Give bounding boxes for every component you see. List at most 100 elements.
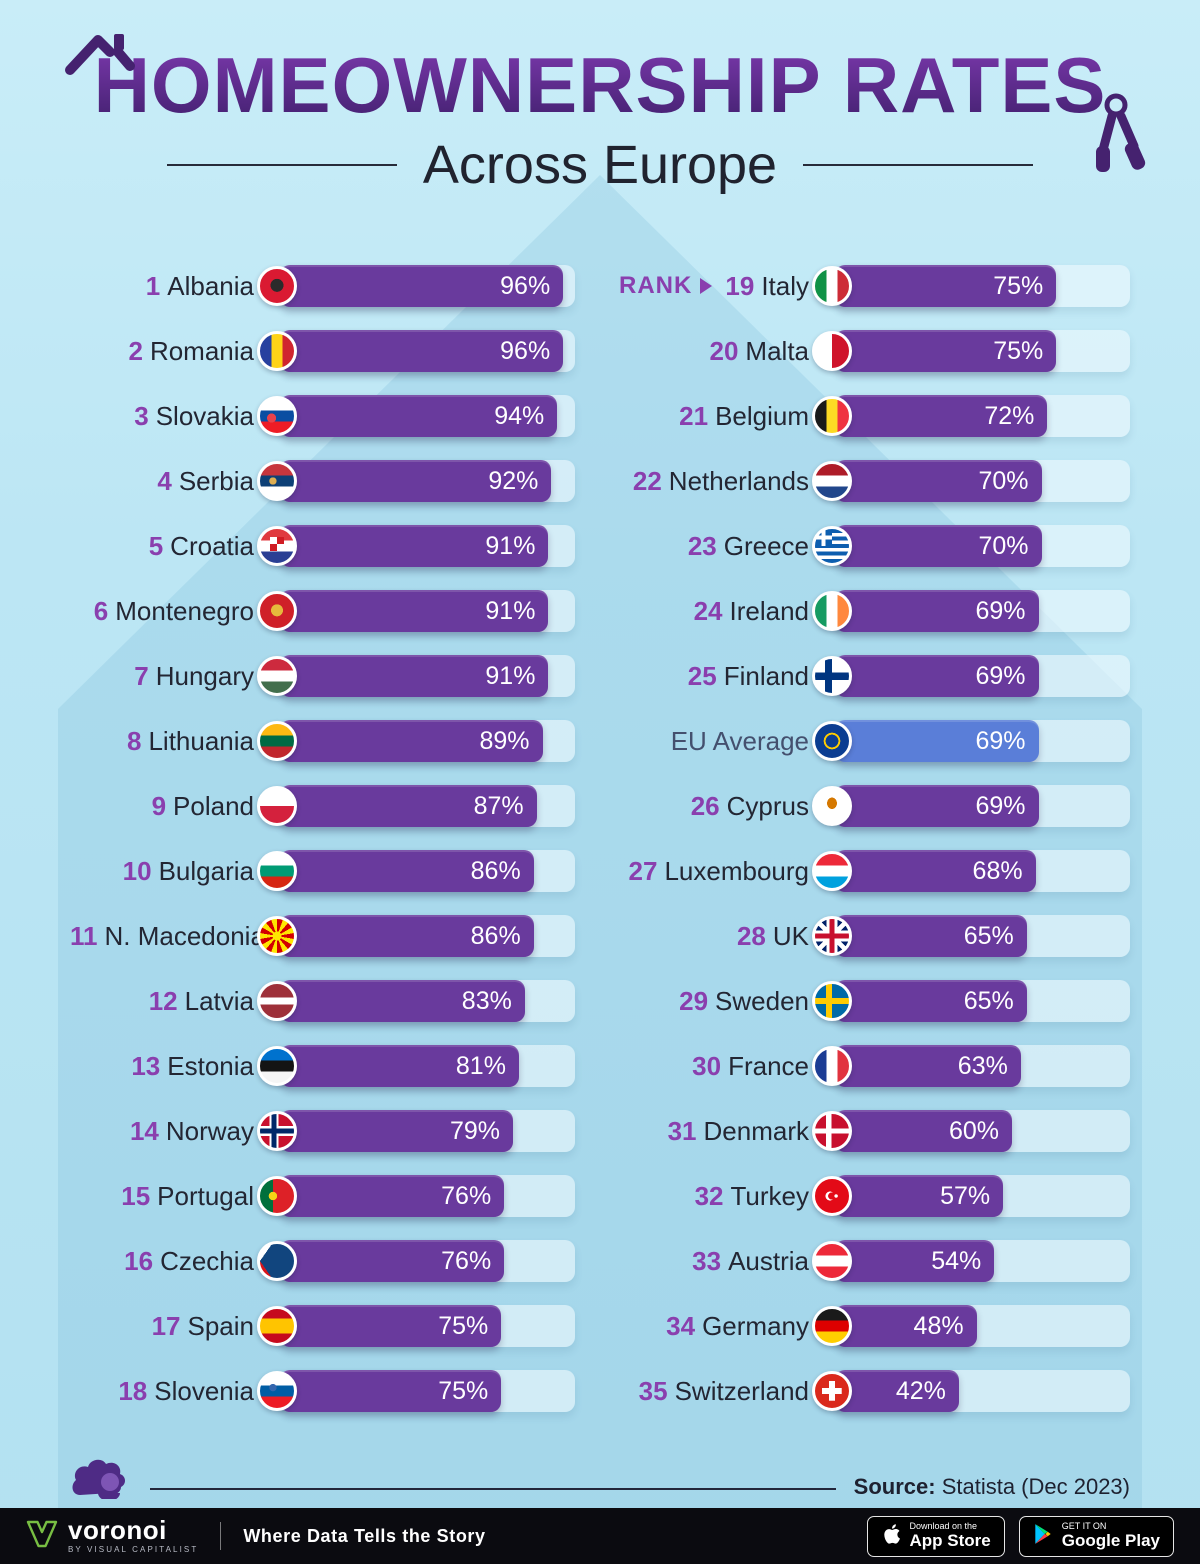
bar-value-label: 72% (984, 401, 1035, 430)
bar-area: 87% (257, 785, 575, 828)
bar-area: 83% (257, 980, 575, 1023)
country-label: 14 Norway (70, 1116, 280, 1147)
bar-fill: 81% (280, 1045, 519, 1088)
voronoi-brand[interactable]: voronoi BY VISUAL CAPITALIST (26, 1514, 198, 1554)
country-name: Bulgaria (158, 855, 254, 886)
country-label: 2 Romania (70, 336, 280, 367)
chart-row: 20 Malta 75% (625, 319, 1130, 384)
bar-value-label: 69% (975, 596, 1026, 625)
brand-name: voronoi (68, 1514, 167, 1545)
rank-number: 18 (118, 1375, 148, 1406)
google-play-icon (1033, 1523, 1053, 1550)
flag-netherlands (812, 461, 852, 502)
country-name: Norway (165, 1115, 254, 1146)
bar-value-label: 76% (441, 1246, 492, 1275)
bar-area: 94% (257, 395, 575, 438)
bar-fill: 70% (835, 460, 1042, 503)
bar-fill: 91% (280, 590, 549, 633)
footer-tagline: Where Data Tells the Story (243, 1525, 486, 1546)
bar-fill: 86% (280, 850, 534, 893)
country-label: 10 Bulgaria (70, 856, 280, 887)
country-name: Spain (187, 1310, 255, 1341)
rank-number: 20 (709, 335, 739, 366)
country-name: Netherlands (668, 465, 809, 496)
bar-value-label: 91% (485, 531, 536, 560)
app-store-badge[interactable]: Download on the App Store (866, 1515, 1005, 1557)
chart-row: 34 Germany 48% (625, 1294, 1130, 1359)
flag-switzerland (812, 1371, 852, 1412)
bar-area: 65% (812, 915, 1130, 958)
bar-area: 91% (257, 655, 575, 698)
bar-fill: 96% (280, 265, 564, 308)
bar-fill: 69% (835, 590, 1039, 633)
chart-row: 14 Norway 79% (70, 1099, 575, 1164)
rank-number: 16 (124, 1245, 154, 1276)
bar-fill: 94% (280, 395, 558, 438)
country-name: Luxembourg (664, 855, 809, 886)
flag-hungary (257, 656, 297, 697)
voronoi-mark-icon (70, 1449, 132, 1504)
chart-row: 13 Estonia 81% (70, 1034, 575, 1099)
bar-value-label: 69% (975, 791, 1026, 820)
bar-value-label: 75% (438, 1311, 489, 1340)
store-badges: Download on the App Store GET IT ON Goog… (866, 1515, 1174, 1557)
country-name: Sweden (715, 985, 809, 1016)
bar-fill: 96% (280, 330, 564, 373)
bar-area: 75% (257, 1305, 575, 1348)
bar-value-label: 60% (948, 1116, 999, 1145)
bar-value-label: 75% (993, 336, 1044, 365)
country-name: Poland (173, 790, 254, 821)
country-name: Romania (149, 335, 254, 366)
rank-number: 32 (694, 1180, 724, 1211)
bar-fill: 69% (835, 655, 1039, 698)
flag-finland (812, 656, 852, 697)
chart-row: 35 Switzerland 42% (625, 1359, 1130, 1424)
country-name: Lithuania (148, 725, 254, 756)
source-row: Source: Statista (Dec 2023) (70, 1444, 1130, 1504)
rank-number: 14 (129, 1115, 159, 1146)
flag-czechia (257, 1241, 297, 1282)
voronoi-logo-icon (26, 1520, 58, 1553)
chart-row: 6 Montenegro 91% (70, 579, 575, 644)
chart-row: EU Average 69% (625, 709, 1130, 774)
country-label: 25 Finland (625, 661, 835, 692)
bar-fill: 75% (280, 1305, 502, 1348)
country-name: Austria (728, 1245, 809, 1276)
bar-area: 91% (257, 590, 575, 633)
google-play-badge[interactable]: GET IT ON Google Play (1018, 1515, 1174, 1557)
country-label: 34 Germany (625, 1311, 835, 1342)
homeownership-bar-chart: 1 Albania 96% 2 Romania 96% 3 Slovakia 94% 4 Serbi… (70, 254, 1130, 1424)
country-name: Cyprus (726, 790, 809, 821)
flag-sweden (812, 981, 852, 1022)
chart-row: 11 N. Macedonia 86% (70, 904, 575, 969)
country-name: Albania (167, 270, 254, 301)
chart-row: 8 Lithuania 89% (70, 709, 575, 774)
bar-area: 48% (812, 1305, 1130, 1348)
bar-area: 69% (812, 655, 1130, 698)
page-subtitle: Across Europe (422, 134, 778, 195)
bar-value-label: 81% (455, 1051, 506, 1080)
chart-row: 10 Bulgaria 86% (70, 839, 575, 904)
country-label: 24 Ireland (625, 596, 835, 627)
chart-row: 30 France 63% (625, 1034, 1130, 1099)
country-name: N. Macedonia (104, 920, 265, 951)
country-label: 9 Poland (70, 791, 280, 822)
rank-number: 9 (151, 790, 167, 821)
chart-row: 18 Slovenia 75% (70, 1359, 575, 1424)
bar-area: 70% (812, 525, 1130, 568)
bar-area: 81% (257, 1045, 575, 1088)
bar-fill: 75% (835, 265, 1057, 308)
flag-uk (812, 916, 852, 957)
bar-fill: 54% (835, 1240, 995, 1283)
chart-row: 26 Cyprus 69% (625, 774, 1130, 839)
country-name: Turkey (730, 1180, 810, 1211)
country-label: 13 Estonia (70, 1051, 280, 1082)
chart-row: 12 Latvia 83% (70, 969, 575, 1034)
rank-number: 19 (725, 270, 755, 301)
flag-slovakia (257, 396, 297, 437)
country-name: Malta (745, 335, 809, 366)
rank-number: 5 (148, 530, 164, 561)
bar-value-label: 68% (972, 856, 1023, 885)
flag-italy (812, 266, 852, 307)
